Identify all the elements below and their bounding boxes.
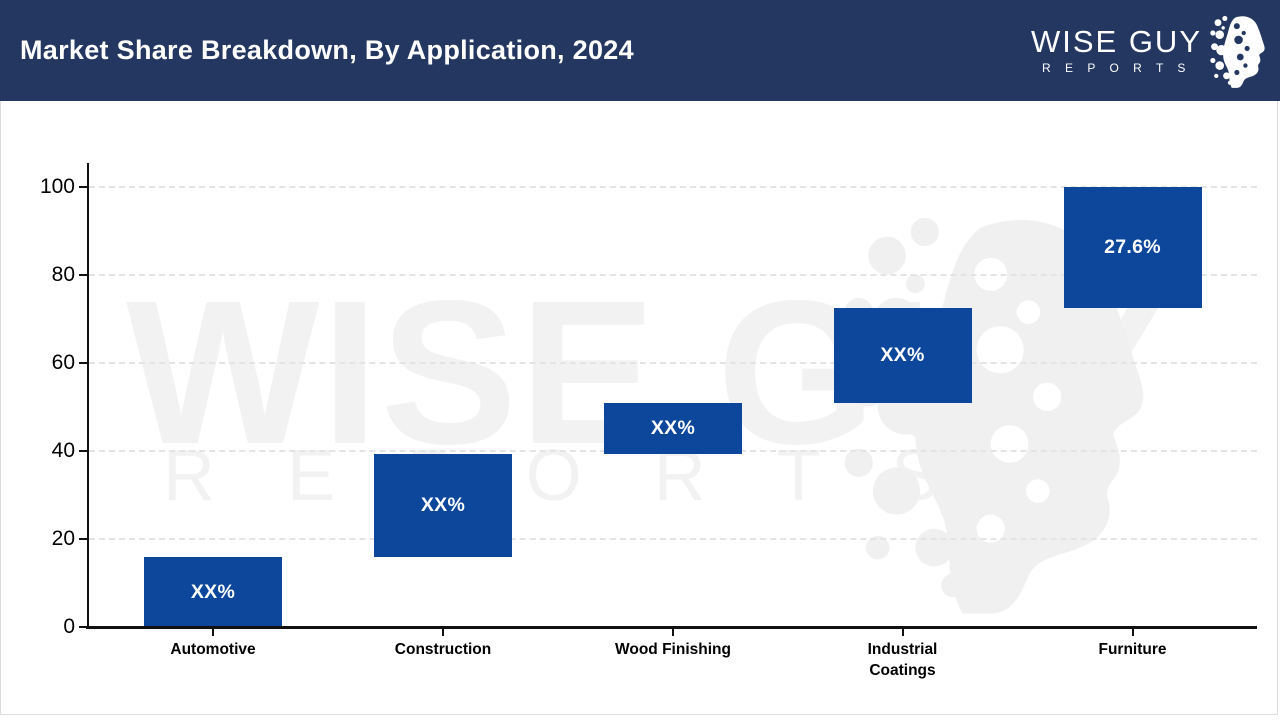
bar-construction: XX%: [374, 454, 512, 558]
x-axis-tick: [901, 629, 904, 636]
x-axis-line: [86, 626, 1257, 629]
x-axis-category-label: Furniture: [1098, 641, 1167, 658]
bar-furniture: 27.6%: [1063, 187, 1202, 309]
y-axis-tick-label: 80: [51, 263, 75, 286]
y-axis-tick-label: 100: [39, 175, 75, 198]
gridline: [89, 186, 1257, 188]
brand-logo: WISE GUY R E P O R T S: [1031, 0, 1266, 101]
gridline: [89, 538, 1257, 540]
y-axis-tick: [79, 362, 87, 364]
y-axis-tick-label: 20: [51, 527, 75, 550]
bar-wood-finishing: XX%: [604, 403, 742, 455]
brand-head-icon: [1210, 15, 1265, 88]
bar-value-label: XX%: [190, 580, 236, 603]
brand-wordmark: WISE GUY R E P O R T S: [1031, 26, 1202, 75]
bar-value-label: XX%: [880, 344, 925, 367]
x-axis-tick: [672, 629, 674, 636]
header-bar: Market Share Breakdown, By Application, …: [0, 0, 1280, 101]
page-title: Market Share Breakdown, By Application, …: [20, 35, 634, 65]
x-axis-category-label: Construction: [394, 641, 492, 658]
y-axis-tick-label: 40: [51, 439, 75, 462]
y-axis-line: [87, 163, 89, 629]
bar-value-label: XX%: [650, 417, 696, 440]
brand-name: WISE GUY: [1030, 24, 1202, 59]
gridline: [89, 274, 1257, 276]
gridline: [89, 362, 1257, 364]
bar-industrial-coatings: XX%: [833, 308, 972, 404]
y-axis-tick: [79, 538, 87, 540]
watermark-reports-text: R E P O R T S: [163, 436, 966, 516]
x-axis-tick: [442, 629, 444, 636]
x-axis-category-label: Automotive: [170, 641, 256, 658]
bar-value-label: XX%: [420, 494, 466, 517]
y-axis-tick: [79, 626, 87, 628]
x-axis-tick: [212, 629, 214, 636]
y-axis-tick: [79, 186, 87, 188]
chart-canvas: WISE GUY R E P O R T S 0 20 40 60 80 100 Autom…: [0, 101, 1278, 715]
x-axis-tick: [1131, 629, 1134, 636]
x-axis-category-label: Wood Finishing: [615, 641, 731, 658]
bar-automotive: XX%: [144, 557, 282, 627]
bar-value-label: 27.6%: [1104, 236, 1161, 259]
brand-subtitle: R E P O R T S: [1042, 61, 1191, 75]
y-axis-tick: [79, 450, 87, 452]
y-axis-tick-label: 60: [51, 351, 75, 374]
y-axis-tick: [79, 274, 87, 276]
x-axis-category-label: Industrial Coatings: [867, 641, 938, 679]
y-axis-tick-label: 0: [63, 615, 75, 638]
